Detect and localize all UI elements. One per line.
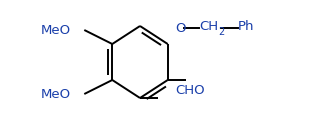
Text: MeO: MeO bbox=[40, 88, 70, 101]
Text: CH: CH bbox=[199, 20, 218, 34]
Text: CHO: CHO bbox=[175, 84, 205, 96]
Text: O: O bbox=[175, 22, 185, 35]
Text: MeO: MeO bbox=[40, 24, 70, 36]
Text: 2: 2 bbox=[218, 27, 224, 37]
Text: Ph: Ph bbox=[238, 20, 255, 34]
